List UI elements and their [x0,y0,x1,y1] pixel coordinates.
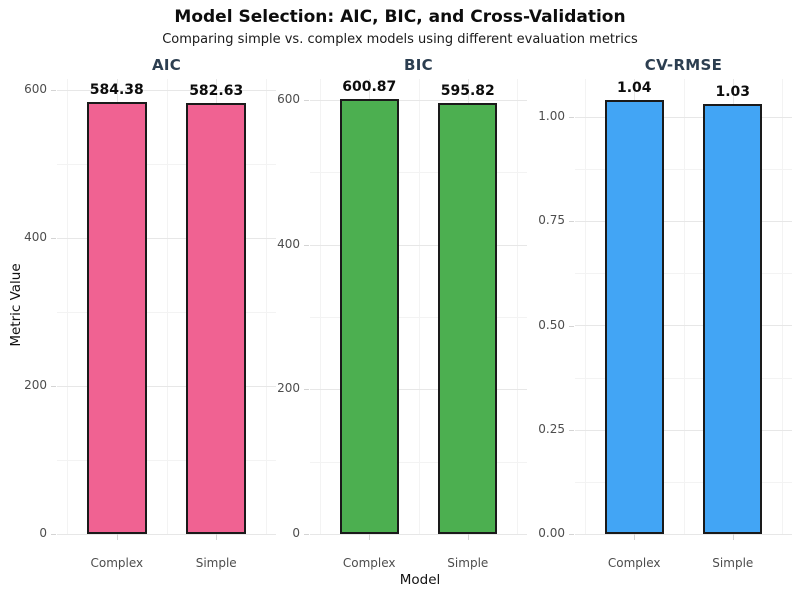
y-tick-label: 1.00 [538,109,565,123]
minor-gridline-vertical [418,79,420,534]
y-tick-label: 600 [277,92,300,106]
major-gridline [575,429,792,431]
major-gridline [57,386,276,388]
major-gridline [57,90,276,92]
x-category-label-simple: Simple [447,556,489,570]
bar-cv-rmse-simple [703,104,763,534]
bar-bic-simple [438,103,498,534]
bar-value-label-aic-complex: 584.38 [89,81,144,98]
major-gridline [575,221,792,223]
y-tick-mark [569,429,574,431]
y-tick-mark [51,90,56,92]
bar-cv-rmse-complex [604,100,664,534]
minor-gridline-vertical [166,79,168,534]
bar-value-label-bic-complex: 600.87 [342,79,397,96]
minor-gridline-vertical [66,79,68,534]
minor-gridline-vertical [782,79,784,534]
bar-aic-simple [186,102,247,534]
minor-gridline-vertical [683,79,685,534]
panel-title-bic: BIC [404,56,433,74]
y-tick-mark [569,221,574,223]
minor-gridline-vertical [584,79,586,534]
x-category-label-complex: Complex [90,556,144,570]
y-tick-label: 0.00 [538,526,565,540]
y-tick-label: 0.50 [538,317,565,332]
y-tick-mark [304,244,309,246]
major-gridline [310,389,527,391]
y-tick-label: 0 [39,526,47,540]
x-category-label-simple: Simple [712,556,754,570]
x-tick-mark [732,534,734,540]
major-gridline [575,116,792,118]
x-tick-mark [467,534,469,540]
x-category-label-complex: Complex [607,556,661,570]
panel-title-cv-rmse: CV-RMSE [644,56,723,74]
plot-area-aic: 584.38 582.63 [57,79,276,535]
y-tick-mark [569,534,574,535]
chart-title: Model Selection: AIC, BIC, and Cross-Val… [174,7,626,27]
x-tick-mark [116,534,118,540]
major-gridline [310,534,527,535]
minor-gridline-vertical [319,79,321,534]
major-gridline [575,325,792,327]
y-tick-label: 400 [277,236,300,251]
major-gridline [575,534,792,535]
panel-cv-rmse: CV-RMSE 1.04 1.03 0.00 0.25 0.50 0.75 1.00 Compl… [529,56,792,586]
x-axis-title: Model [399,572,441,588]
y-tick-label: 0 [292,526,300,540]
y-tick-mark [51,238,56,240]
bar-value-label-cv-rmse-simple: 1.03 [715,84,751,101]
y-tick-label: 0.75 [538,213,565,228]
plot-area-bic: 600.87 595.82 [310,79,527,535]
y-tick-label: 0.25 [538,421,565,436]
bar-bic-complex [339,99,399,534]
y-tick-mark [51,386,56,387]
y-tick-mark [304,100,309,101]
x-tick-mark [216,534,218,540]
y-tick-label: 600 [24,82,47,97]
y-tick-mark [304,389,309,391]
bar-value-label-aic-simple: 582.63 [189,82,244,99]
y-tick-label: 200 [24,378,47,392]
panel-aic: AIC 584.38 582.63 0 200 400 600 Complex Simple [11,56,276,586]
x-tick-mark [634,534,636,540]
major-gridline [57,238,276,240]
plot-area-cv-rmse: 1.04 1.03 [575,79,792,535]
panel-bic: BIC 600.87 595.82 0 200 400 600 Complex Simple [264,56,527,586]
bar-value-label-cv-rmse-complex: 1.04 [616,80,652,97]
panel-title-aic: AIC [151,56,182,74]
minor-gridline-vertical [517,79,519,534]
minor-gridline-vertical [266,79,268,534]
y-tick-mark [569,117,574,118]
major-gridline [310,244,527,246]
y-tick-mark [569,325,574,327]
chart-subtitle: Comparing simple vs. complex models usin… [162,32,638,47]
bar-aic-complex [86,101,147,534]
x-category-label-simple: Simple [195,556,237,570]
y-tick-label: 200 [277,381,300,396]
major-gridline [57,534,276,535]
y-tick-label: 400 [24,230,47,245]
major-gridline [310,99,527,101]
bar-value-label-bic-simple: 595.82 [440,83,495,99]
y-tick-mark [51,534,56,535]
x-tick-mark [369,534,371,540]
y-tick-mark [304,534,309,535]
x-category-label-complex: Complex [342,556,396,570]
